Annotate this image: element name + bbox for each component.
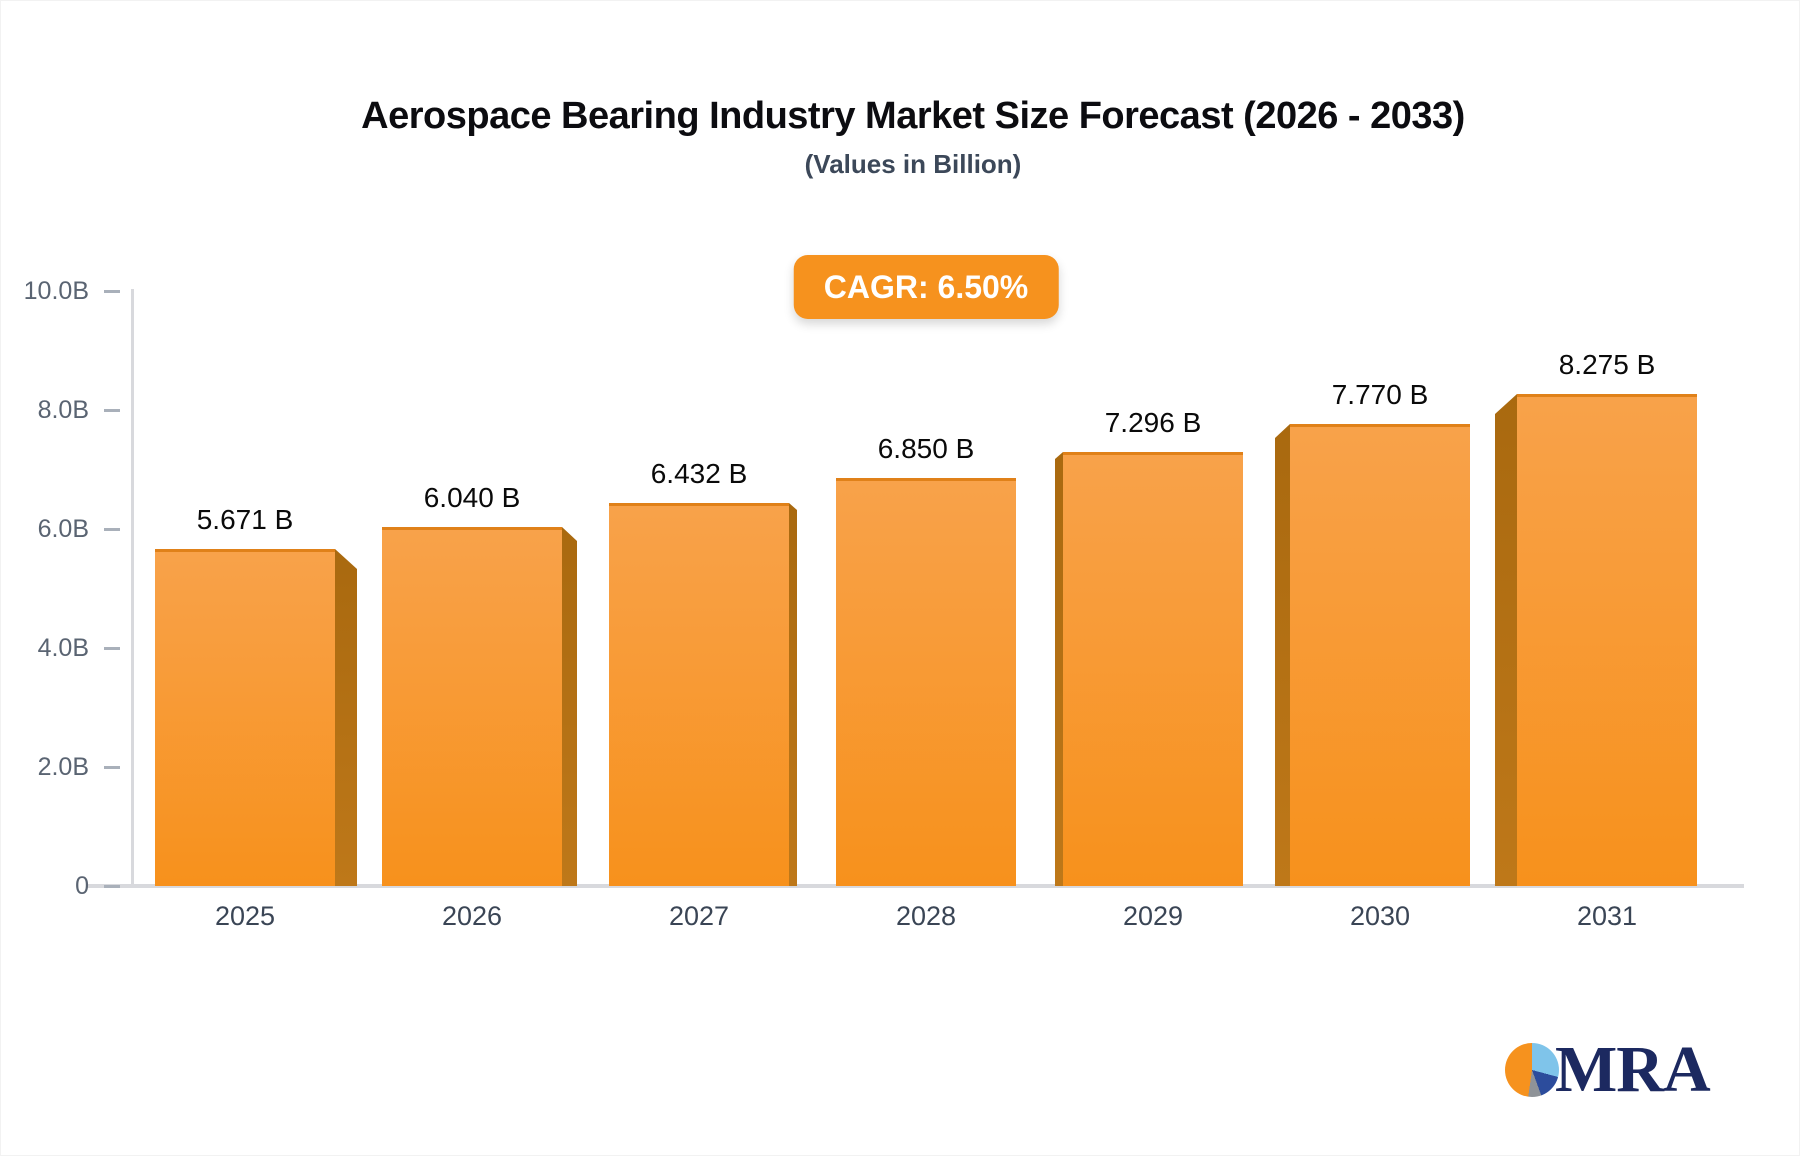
logo-text: MRA bbox=[1555, 1033, 1711, 1106]
y-tick-label: 4.0B bbox=[37, 634, 89, 662]
bar-side-face bbox=[1495, 394, 1517, 886]
bar bbox=[1063, 452, 1243, 886]
y-tick-dash bbox=[104, 290, 120, 293]
bar-value-label: 6.432 B bbox=[650, 458, 748, 489]
bar bbox=[155, 549, 335, 886]
bar-side-face bbox=[1055, 452, 1063, 886]
y-tick-label: 10.0B bbox=[23, 277, 89, 305]
bar bbox=[609, 503, 789, 886]
bar-side-face bbox=[789, 503, 797, 886]
chart-title: Aerospace Bearing Industry Market Size F… bbox=[361, 95, 1465, 137]
cagr-badge-label: CAGR: 6.50% bbox=[823, 269, 1029, 305]
y-tick-label: 6.0B bbox=[37, 515, 89, 543]
x-category-label: 2026 bbox=[441, 901, 503, 931]
chart-subtitle: (Values in Billion) bbox=[804, 149, 1022, 179]
bar bbox=[1517, 394, 1697, 886]
y-tick-dash bbox=[104, 409, 120, 412]
x-category-label: 2028 bbox=[895, 901, 957, 931]
y-tick-dash bbox=[104, 766, 120, 769]
y-tick-label: 8.0B bbox=[37, 396, 89, 424]
bar-value-label: 8.275 B bbox=[1558, 349, 1656, 380]
x-category-label: 2029 bbox=[1122, 901, 1184, 931]
y-tick-dash bbox=[104, 885, 120, 888]
cagr-badge: CAGR: 6.50% bbox=[793, 255, 1059, 319]
x-category-label: 2025 bbox=[214, 901, 276, 931]
bar-value-label: 6.850 B bbox=[877, 433, 975, 464]
bar-value-label: 6.040 B bbox=[423, 482, 521, 513]
x-axis-baseline bbox=[87, 884, 1744, 888]
y-tick-dash bbox=[104, 647, 120, 650]
bar bbox=[836, 478, 1016, 886]
y-tick-label: 0 bbox=[75, 872, 89, 900]
bar bbox=[1290, 424, 1470, 886]
bar-value-label: 7.770 B bbox=[1331, 379, 1429, 410]
logo-pie-icon bbox=[1505, 1043, 1559, 1097]
bar-side-face bbox=[562, 527, 577, 886]
bar bbox=[382, 527, 562, 886]
y-tick-dash bbox=[104, 528, 120, 531]
x-category-label: 2027 bbox=[668, 901, 730, 931]
bar-side-face bbox=[1275, 424, 1290, 886]
y-axis-line bbox=[131, 289, 134, 886]
bar-side-face bbox=[335, 549, 357, 886]
x-category-label: 2030 bbox=[1349, 901, 1411, 931]
bar-value-label: 7.296 B bbox=[1104, 407, 1202, 438]
y-tick-label: 2.0B bbox=[37, 753, 89, 781]
bar-value-label: 5.671 B bbox=[196, 504, 294, 535]
brand-logo: MRA bbox=[1505, 1033, 1711, 1106]
x-category-label: 2031 bbox=[1576, 901, 1638, 931]
